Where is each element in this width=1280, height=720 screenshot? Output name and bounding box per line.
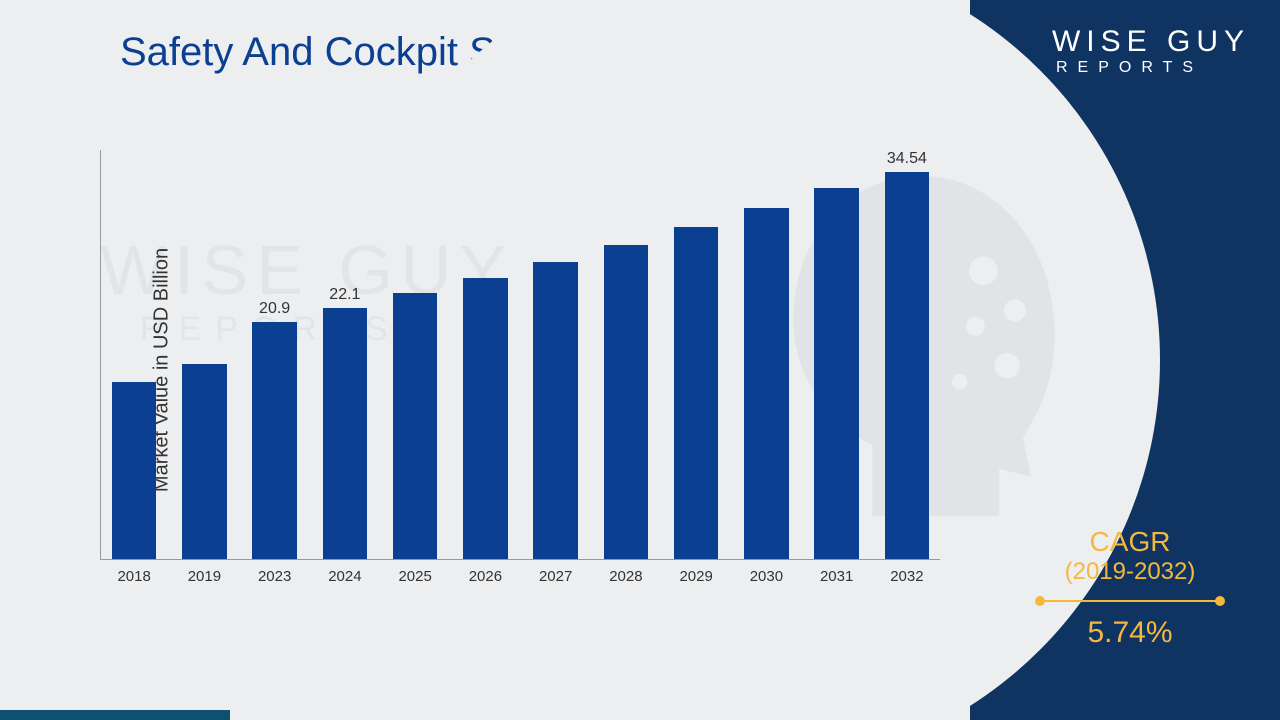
bar-value-label: 34.54 [887,150,927,168]
bar [814,188,858,560]
bar-col: 2026 [458,150,512,559]
bars-container: 2018 2019 20.92023 22.12024 2025 2026 2027 2028… [101,150,940,559]
logo-main-text: WISE GUY [1052,25,1250,59]
bar [252,322,296,559]
plot-area: 2018 2019 20.92023 22.12024 2025 2026 2027 2028… [100,150,940,560]
bar-x-label: 2026 [469,568,502,585]
bar-x-label: 2019 [188,568,221,585]
bar-x-label: 2028 [609,568,642,585]
bar-col: 2029 [669,150,723,559]
decorative-bottom-bar [0,710,230,720]
bar-col: 2028 [599,150,653,559]
brand-logo: WISE GUY REPORTS [1052,25,1250,77]
bar [182,364,226,559]
bar-col: 34.542032 [880,150,934,559]
bar [463,278,507,559]
bar [112,382,156,559]
bar-col: 2019 [177,150,231,559]
bar-x-label: 2023 [258,568,291,585]
bar [744,208,788,559]
bar-col: 2031 [810,150,864,559]
bar [604,245,648,559]
bar-col: 2025 [388,150,442,559]
bar-x-label: 2025 [398,568,431,585]
bar-x-label: 2018 [117,568,150,585]
cagr-divider [1040,600,1220,602]
bar-col: 2030 [739,150,793,559]
bar-col: 20.92023 [248,150,302,559]
bar [674,227,718,559]
bar-x-label: 2027 [539,568,572,585]
bar-x-label: 2031 [820,568,853,585]
bar [393,293,437,559]
bar-x-label: 2024 [328,568,361,585]
bar-x-label: 2032 [890,568,923,585]
cagr-label: CAGR [1040,526,1220,558]
bar-value-label: 20.9 [259,300,290,318]
bar-col: 2018 [107,150,161,559]
cagr-period: (2019-2032) [1040,558,1220,586]
cagr-value: 5.74% [1040,616,1220,650]
logo-sub-text: REPORTS [1056,59,1250,77]
bar [323,308,367,559]
bar-value-label: 22.1 [329,286,360,304]
bar [885,172,929,559]
bar [533,262,577,559]
bar-col: 22.12024 [318,150,372,559]
bar-x-label: 2030 [750,568,783,585]
cagr-box: CAGR (2019-2032) 5.74% [1040,526,1220,650]
bar-col: 2027 [529,150,583,559]
bar-chart: Market Value in USD Billion 2018201920.9… [60,150,940,590]
bar-x-label: 2029 [679,568,712,585]
